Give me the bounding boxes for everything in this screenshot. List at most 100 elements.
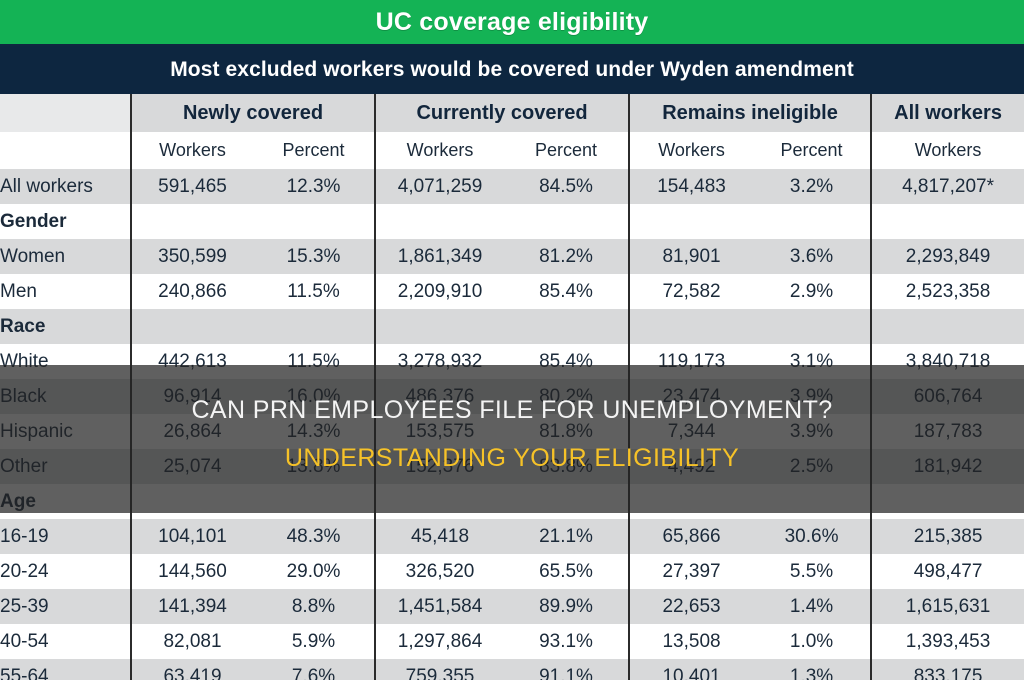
table-cell: 29.0% [286,560,341,582]
table-row: 16-19 104,101 48.3% 45,418 21.1% 65,866 30.6% 2… [0,519,1024,554]
table-cell: 3.2% [789,175,834,197]
table-cell: 3.9% [789,385,834,407]
table-sub-header-row: Workers Percent Workers Percent Workers Perce… [0,132,1024,169]
table-row: 20-24 144,560 29.0% 326,520 65.5% 27,397 5.5% 4… [0,554,1024,589]
table-cell: 5.9% [291,630,336,652]
stats-table: Newly covered Currently covered Remains in… [0,94,1024,680]
table-cell: 10,401 [628,659,754,680]
row-label: Black [0,385,47,407]
table-cell: 606,764 [870,379,1024,414]
table-cell: 1,393,453 [870,624,1024,659]
group-header-newly-covered: Newly covered [129,94,376,132]
group-header-corner [0,94,131,132]
table-cell: 26,864 [130,414,253,449]
table-cell: 215,385 [870,519,1024,554]
table-cell [870,204,1024,239]
table-cell: 2.9% [789,280,834,302]
table-cell: 11.5% [287,350,340,372]
table-cell: 1,297,864 [374,624,505,659]
row-label: White [0,350,49,372]
table-cell [628,484,754,519]
sub-header-cell: Workers [628,132,754,169]
table-cell: 14.3% [286,420,341,442]
table-cell: 3.6% [789,245,834,267]
page-subtitle: Most excluded workers would be covered u… [170,58,854,81]
table-cell: 81.8% [539,420,593,442]
row-label: Age [0,490,36,512]
sub-header-cell: Percent [282,140,345,160]
table-cell: 154,483 [628,169,754,204]
table-row: Men 240,866 11.5% 2,209,910 85.4% 72,582 2.9% 2… [0,274,1024,309]
table-cell: 326,520 [374,554,505,589]
table-cell: 16.0% [286,385,341,407]
table-cell: 12.3% [286,175,341,197]
table-cell [253,204,375,239]
table-cell: 11.5% [287,280,340,302]
table-cell: 240,866 [130,274,253,309]
table-cell: 119,173 [628,344,754,379]
table-cell: 498,477 [870,554,1024,589]
navy-subtitle-banner: Most excluded workers would be covered u… [0,46,1024,94]
green-title-banner: UC coverage eligibility [0,0,1024,46]
table-cell: 4,817,207* [870,169,1024,204]
table-row: Black 96,914 16.0% 486,376 80.2% 23,474 3.9% 60… [0,379,1024,414]
table-cell [130,204,253,239]
table-cell: 8.8% [291,595,336,617]
table-cell: 1.0% [789,630,834,652]
page-title: UC coverage eligibility [375,7,649,36]
table-cell: 96,914 [130,379,253,414]
table-cell [753,309,871,344]
table-cell [628,309,754,344]
table-cell: 72,582 [628,274,754,309]
sub-header-corner [0,132,131,169]
table-cell: 7,344 [628,414,754,449]
sub-header-cell: Workers [374,132,505,169]
table-row: White 442,613 11.5% 3,278,932 85.4% 119,173 3.… [0,344,1024,379]
table-cell [504,204,629,239]
table-row: All workers 591,465 12.3% 4,071,259 84.5% 154… [0,169,1024,204]
table-cell: 833,175 [870,659,1024,680]
table-cell: 4,492 [628,449,754,484]
table-cell: 2,523,358 [870,274,1024,309]
table-cell: 65.5% [539,560,593,582]
table-row: Women 350,599 15.3% 1,861,349 81.2% 81,901 3.6… [0,239,1024,274]
table-cell [870,484,1024,519]
table-cell: 759,355 [374,659,505,680]
table-cell [753,484,871,519]
table-cell: 591,465 [130,169,253,204]
table-cell: 84.5% [539,175,593,197]
group-header-all-workers: All workers [870,94,1024,132]
table-cell: 153,575 [374,414,505,449]
table-cell [504,309,629,344]
table-cell: 27,397 [628,554,754,589]
table-cell: 3,840,718 [870,344,1024,379]
table-cell [870,309,1024,344]
table-row: Other 25,074 13.8% 152,376 83.8% 4,492 2.5% 181… [0,449,1024,484]
table-cell: 144,560 [130,554,253,589]
table-cell: 152,376 [374,449,505,484]
table-cell: 1,615,631 [870,589,1024,624]
table-cell: 30.6% [784,525,839,547]
row-label: Women [0,245,66,267]
row-label: Men [0,280,37,302]
table-cell [374,309,505,344]
table-cell: 15.3% [286,245,341,267]
table-cell: 89.9% [539,595,593,617]
table-cell: 82,081 [130,624,253,659]
table-cell [130,309,253,344]
table-cell: 181,942 [870,449,1024,484]
table-cell: 141,394 [130,589,253,624]
table-cell: 63,419 [130,659,253,680]
table-cell: 45,418 [374,519,505,554]
table-cell: 91.1% [539,665,593,680]
table-cell: 2,209,910 [374,274,505,309]
table-cell: 3,278,932 [374,344,505,379]
table-cell: 25,074 [130,449,253,484]
table-cell: 85.4% [539,350,593,372]
table-group-header-row: Newly covered Currently covered Remains in… [0,94,1024,132]
row-label: 16-19 [0,525,49,547]
table-cell [374,484,505,519]
table-cell: 486,376 [374,379,505,414]
table-cell: 83.8% [539,455,593,477]
table-cell: 442,613 [130,344,253,379]
